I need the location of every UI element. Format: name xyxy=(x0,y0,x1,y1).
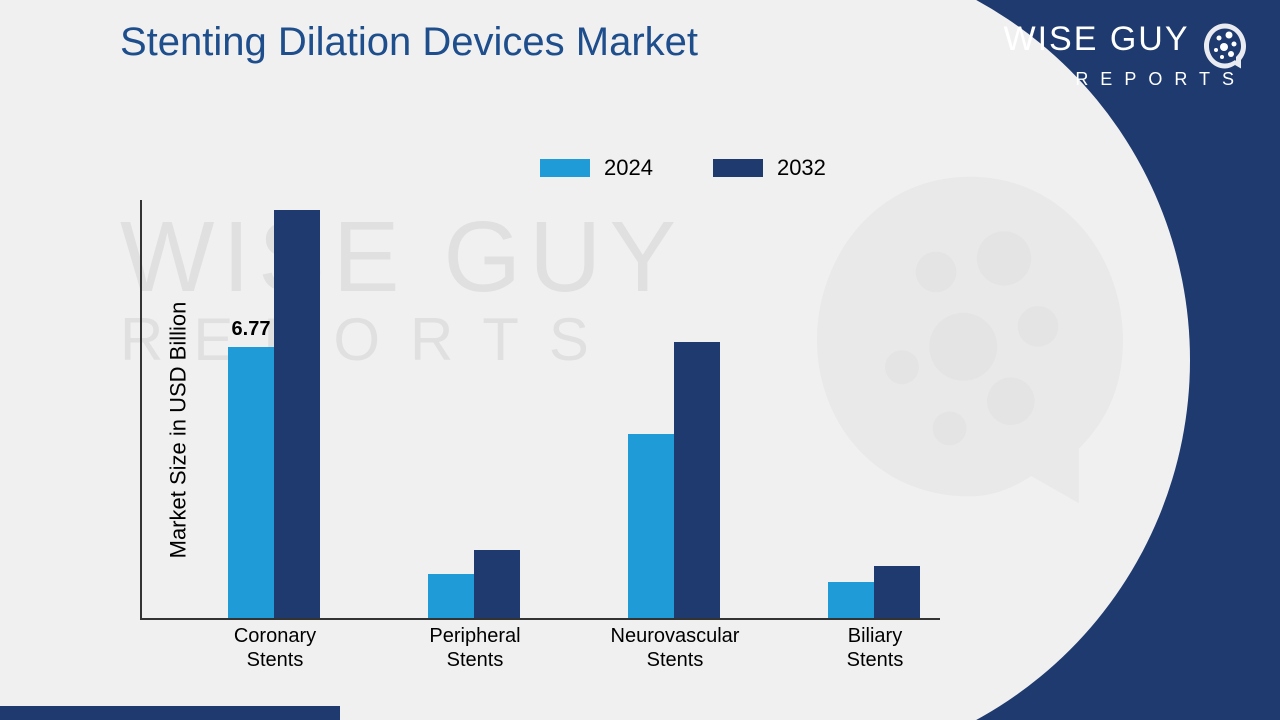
bar-2024 xyxy=(228,347,274,618)
bar-2024 xyxy=(628,434,674,618)
footer-accent-bar xyxy=(0,706,340,720)
x-axis-category-label: NeurovascularStents xyxy=(585,624,765,672)
bar-2024 xyxy=(428,574,474,618)
legend-swatch-2032 xyxy=(713,159,763,177)
x-axis-category-label: CoronaryStents xyxy=(185,624,365,672)
chart-legend: 2024 2032 xyxy=(540,155,826,181)
legend-label-2024: 2024 xyxy=(604,155,653,181)
logo-line2: REPORTS xyxy=(1004,69,1250,90)
logo-line1: WISE GUY xyxy=(1004,20,1190,58)
x-axis-category-label: PeripheralStents xyxy=(385,624,565,672)
bar-2032 xyxy=(674,342,720,618)
bar-2032 xyxy=(874,566,920,618)
brand-logo: WISE GUY REPORTS xyxy=(1004,20,1250,90)
logo-head-icon xyxy=(1200,21,1250,71)
legend-swatch-2024 xyxy=(540,159,590,177)
chart-area: Market Size in USD Billion 6.77 Coronary… xyxy=(100,200,940,660)
chart-title: Stenting Dilation Devices Market xyxy=(120,20,698,65)
plot-area: 6.77 xyxy=(140,200,940,620)
bar-2032 xyxy=(274,210,320,618)
x-axis-category-label: BiliaryStents xyxy=(785,624,965,672)
legend-item-2032: 2032 xyxy=(713,155,826,181)
bar-2024 xyxy=(828,582,874,618)
legend-label-2032: 2032 xyxy=(777,155,826,181)
bar-value-label: 6.77 xyxy=(232,318,271,341)
page-root: WISE GUY REPORTS Stenting Dilation Devic… xyxy=(0,0,1280,720)
legend-item-2024: 2024 xyxy=(540,155,653,181)
bar-2032 xyxy=(474,550,520,618)
